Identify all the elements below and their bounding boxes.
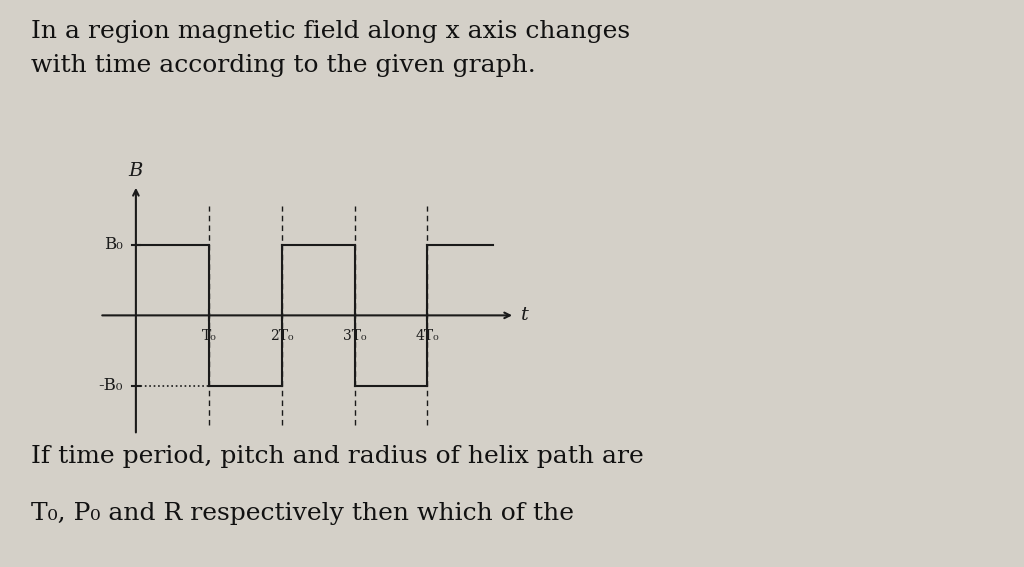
Text: B₀: B₀ (104, 236, 123, 253)
Text: If time period, pitch and radius of helix path are: If time period, pitch and radius of heli… (31, 445, 643, 468)
Text: 4T₀: 4T₀ (416, 329, 439, 344)
Text: -B₀: -B₀ (98, 378, 123, 395)
Text: 3T₀: 3T₀ (343, 329, 367, 344)
Text: T₀: T₀ (202, 329, 216, 344)
Text: In a region magnetic field along x axis changes
with time according to the given: In a region magnetic field along x axis … (31, 20, 630, 77)
Text: T₀, P₀ and R respectively then which of the: T₀, P₀ and R respectively then which of … (31, 502, 573, 525)
Text: B: B (129, 162, 143, 180)
Text: t: t (521, 306, 528, 324)
Text: 2T₀: 2T₀ (270, 329, 294, 344)
